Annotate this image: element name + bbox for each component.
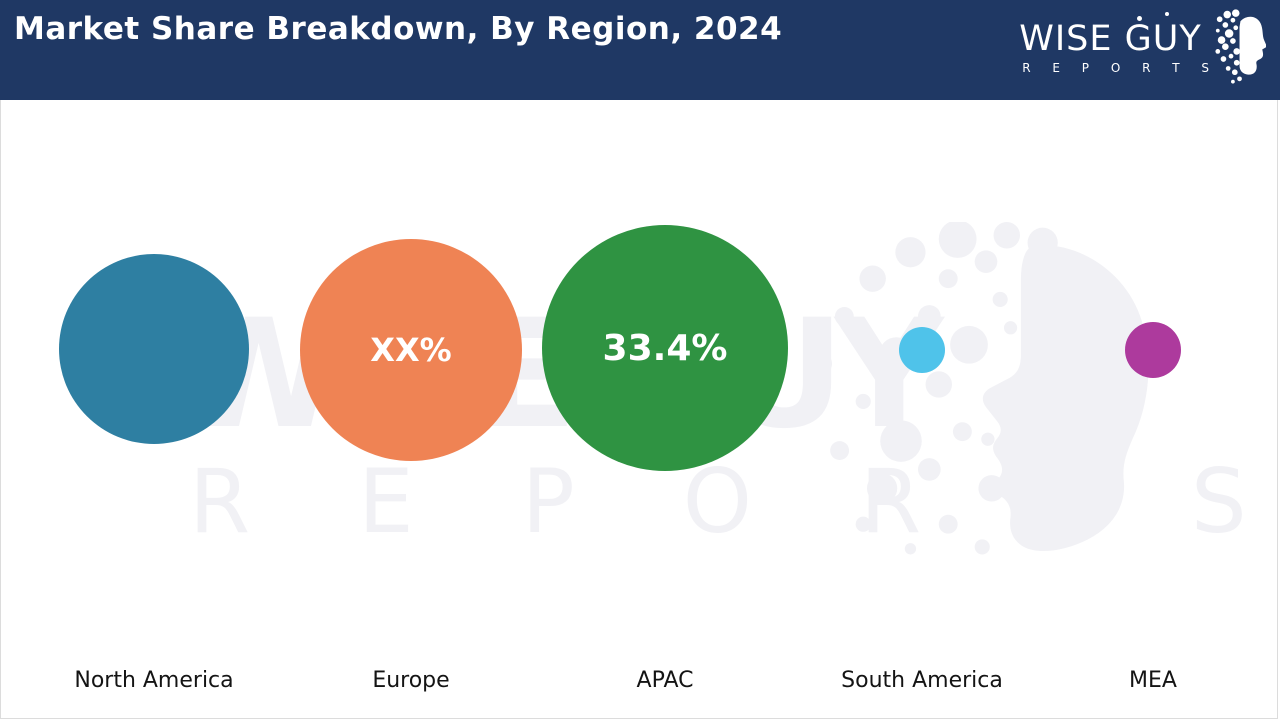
- region-label-row: North America Europe APAC South America MEA: [1, 668, 1277, 702]
- region-label-south-america: South America: [841, 668, 1003, 693]
- bubble-value-apac: 33.4%: [602, 327, 728, 369]
- logo-dot-icon: [1165, 12, 1170, 16]
- region-label-apac: APAC: [636, 668, 694, 693]
- logo-subtext: R E P O R T S: [1022, 61, 1218, 75]
- header-bar: Market Share Breakdown, By Region, 2024 …: [0, 0, 1280, 100]
- bubble-apac[interactable]: 33.4%: [542, 225, 788, 471]
- bubble-value-europe: XX%: [370, 331, 452, 369]
- bubble-north-america[interactable]: [59, 254, 249, 444]
- region-label-mea: MEA: [1129, 668, 1177, 693]
- bubble-south-america[interactable]: [899, 327, 945, 373]
- bubble-europe[interactable]: XX%: [300, 239, 522, 461]
- logo-dot-icon: [1137, 16, 1143, 21]
- bubble-mea[interactable]: [1125, 322, 1181, 378]
- wise-guy-logo: WISE GUY R E P O R T S: [1019, 8, 1266, 92]
- logo-text-block: WISE GUY R E P O R T S: [1019, 12, 1218, 75]
- logo-head-icon: [1215, 9, 1266, 84]
- page-title: Market Share Breakdown, By Region, 2024: [14, 11, 783, 47]
- logo-wordmark: WISE GUY: [1019, 19, 1202, 59]
- bubble-layer: XX% 33.4%: [1, 100, 1277, 718]
- watermark-head-icon: [809, 222, 1149, 555]
- chart-area: WISE GUY R E P O R T S XX%33.4%: [0, 100, 1278, 719]
- region-label-north-america: North America: [74, 668, 234, 693]
- region-label-europe: Europe: [372, 668, 450, 693]
